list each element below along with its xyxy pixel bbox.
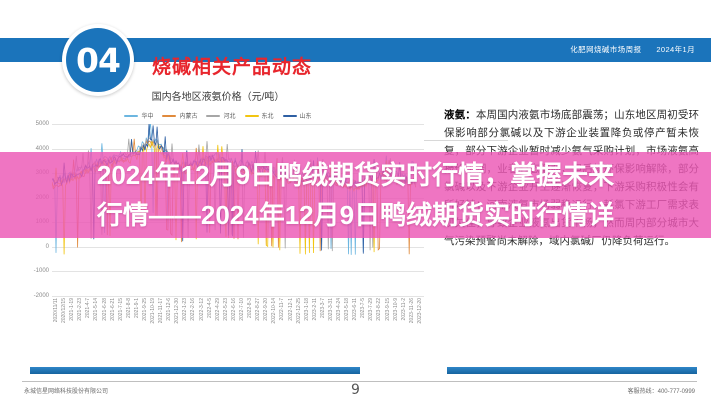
- section-title: 烧碱相关产品动态: [152, 57, 313, 78]
- legend-label: 山东: [299, 114, 312, 120]
- x-axis-tick-22: 2022-6-16: [230, 298, 237, 321]
- x-axis-tick-43: 2023-11-2: [400, 298, 407, 321]
- x-axis-tick-45: 2023-12-20: [416, 298, 423, 324]
- legend-label: 华中: [141, 114, 154, 120]
- x-axis-tick-15: 2021-12-30: [174, 298, 181, 324]
- x-axis-tick-3: 2021-2-23: [77, 298, 84, 321]
- page-number: 9: [351, 382, 360, 398]
- overlay-pink-band: [0, 152, 711, 238]
- y-axis-tick-5: 0: [45, 243, 49, 250]
- footer-bar-right: [447, 367, 697, 374]
- legend-label: 东北: [261, 114, 274, 120]
- article-lead-label: 液氨：: [444, 109, 476, 121]
- legend-item-1[interactable]: 内蒙古: [162, 111, 197, 120]
- legend-item-4[interactable]: 山东: [282, 111, 312, 120]
- x-axis-tick-27: 2022-10-14: [271, 298, 278, 324]
- publication-issue: 2024年1月: [656, 45, 695, 54]
- overlay-line-2: 行情——2024年12月9日鸭绒期货实时行情详: [96, 200, 615, 230]
- x-axis-tick-25: 2022-8-27: [255, 298, 262, 321]
- x-axis-tick-10: 2021-9-1: [133, 298, 140, 319]
- x-axis-tick-30: 2022-12-25: [295, 298, 302, 324]
- gridline-0: [52, 124, 424, 125]
- x-axis-tick-40: 2023-8-22: [376, 298, 383, 321]
- footer-hotline: 客服热线：400-777-0999: [627, 389, 695, 395]
- footer-divider: [22, 381, 697, 382]
- x-axis-tick-14: 2021-12-6: [166, 298, 173, 321]
- chart-legend: 华中 内蒙古 河北 东北 山东: [12, 111, 424, 120]
- x-axis-tick-4: 2021-4-7: [85, 298, 92, 319]
- x-axis-tick-24: 2022-8-3: [247, 298, 254, 319]
- publication-header: 化肥网烧碱市场周报 2024年1月: [570, 44, 695, 55]
- badge-number-label: 04: [76, 40, 121, 80]
- x-axis-tick-11: 2021-9-25: [141, 298, 148, 321]
- x-axis-tick-41: 2023-9-15: [384, 298, 391, 321]
- footer-bar-left: [30, 367, 360, 374]
- x-axis-tick-21: 2022-5-23: [222, 298, 229, 321]
- x-axis-tick-0: 2020/11/11: [53, 298, 59, 323]
- chart-x-axis: 2020/11/11 2020/12/15 2021-1-19 2021-2-23 20…: [52, 298, 424, 354]
- x-axis-tick-33: 2023-3-7: [319, 298, 326, 319]
- section-number-badge: 04: [62, 24, 134, 96]
- chart-right-divider: [424, 140, 508, 141]
- legend-swatch-icon: [244, 114, 259, 117]
- x-axis-tick-32: 2023-2-11: [311, 298, 318, 321]
- x-axis-tick-9: 2021-8-8: [125, 298, 132, 319]
- chart-title: 国内各地区液氨价格（元/吨）: [151, 92, 285, 103]
- badge-circle: 04: [66, 28, 130, 92]
- legend-swatch-icon: [162, 114, 177, 117]
- x-axis-tick-36: 2023-5-18: [344, 298, 351, 321]
- x-axis-tick-38: 2023-7-5: [360, 298, 367, 319]
- overlay-title-text: 2024年12月9日鸭绒期货实时行情，掌握未来 行情——2024年12月9日鸭绒…: [0, 152, 711, 238]
- x-axis-tick-8: 2021-7-15: [117, 298, 124, 321]
- legend-item-0[interactable]: 华中: [124, 111, 153, 120]
- gridline-1: [52, 148, 424, 150]
- x-axis-tick-7: 2021-6-21: [109, 298, 116, 321]
- x-axis-tick-17: 2022-2-16: [190, 298, 197, 321]
- x-axis-tick-5: 2021-5-14: [93, 298, 100, 321]
- x-axis-tick-42: 2023-10-9: [392, 298, 399, 321]
- y-axis-tick-7: -2000: [33, 293, 49, 299]
- x-axis-tick-2: 2021-1-19: [69, 298, 76, 321]
- legend-swatch-icon: [124, 114, 139, 117]
- x-axis-tick-31: 2023-1-18: [303, 298, 310, 321]
- x-axis-tick-35: 2023-4-24: [336, 298, 343, 321]
- gridline-7: [52, 296, 424, 297]
- x-axis-tick-12: 2021-10-19: [150, 298, 157, 324]
- x-axis-tick-16: 2022-1-23: [182, 298, 189, 321]
- legend-swatch-icon: [206, 114, 221, 117]
- footer-company-name: 永城信星网络科技股份有限公司: [24, 389, 109, 395]
- publication-name: 化肥网烧碱市场周报: [570, 45, 642, 54]
- x-axis-tick-37: 2023-6-11: [352, 298, 359, 321]
- x-axis-tick-19: 2022-4-5: [206, 298, 213, 319]
- legend-label: 内蒙古: [179, 114, 198, 120]
- x-axis-tick-34: 2023-3-31: [327, 298, 334, 321]
- x-axis-tick-6: 2021-6-28: [101, 298, 108, 321]
- y-axis-tick-0: 5000: [35, 121, 49, 127]
- x-axis-tick-20: 2022-4-29: [214, 298, 221, 321]
- legend-label: 河北: [223, 114, 236, 120]
- x-axis-tick-28: 2022-11-7: [279, 298, 286, 321]
- gridline-6: [52, 271, 424, 273]
- x-axis-tick-39: 2023-7-29: [368, 298, 375, 321]
- overlay-line-1: 2024年12月9日鸭绒期货实时行情，掌握未来: [96, 160, 615, 190]
- gridline-5: [52, 246, 424, 248]
- x-axis-tick-29: 2022-12-1: [287, 298, 294, 321]
- y-axis-tick-1: 4000: [35, 145, 49, 152]
- y-axis-tick-6: -1000: [33, 268, 49, 275]
- x-axis-tick-44: 2023-11-26: [408, 298, 415, 324]
- legend-swatch-icon: [282, 114, 297, 117]
- x-axis-tick-26: 2022-9-20: [263, 298, 270, 321]
- legend-item-3[interactable]: 东北: [244, 111, 274, 120]
- legend-item-2[interactable]: 河北: [206, 111, 236, 120]
- x-axis-tick-23: 2022-7-10: [239, 298, 245, 321]
- x-axis-tick-18: 2022-3-12: [198, 298, 205, 321]
- x-axis-tick-13: 2021-11-17: [158, 298, 165, 324]
- x-axis-tick-1: 2020/12/15: [61, 298, 68, 324]
